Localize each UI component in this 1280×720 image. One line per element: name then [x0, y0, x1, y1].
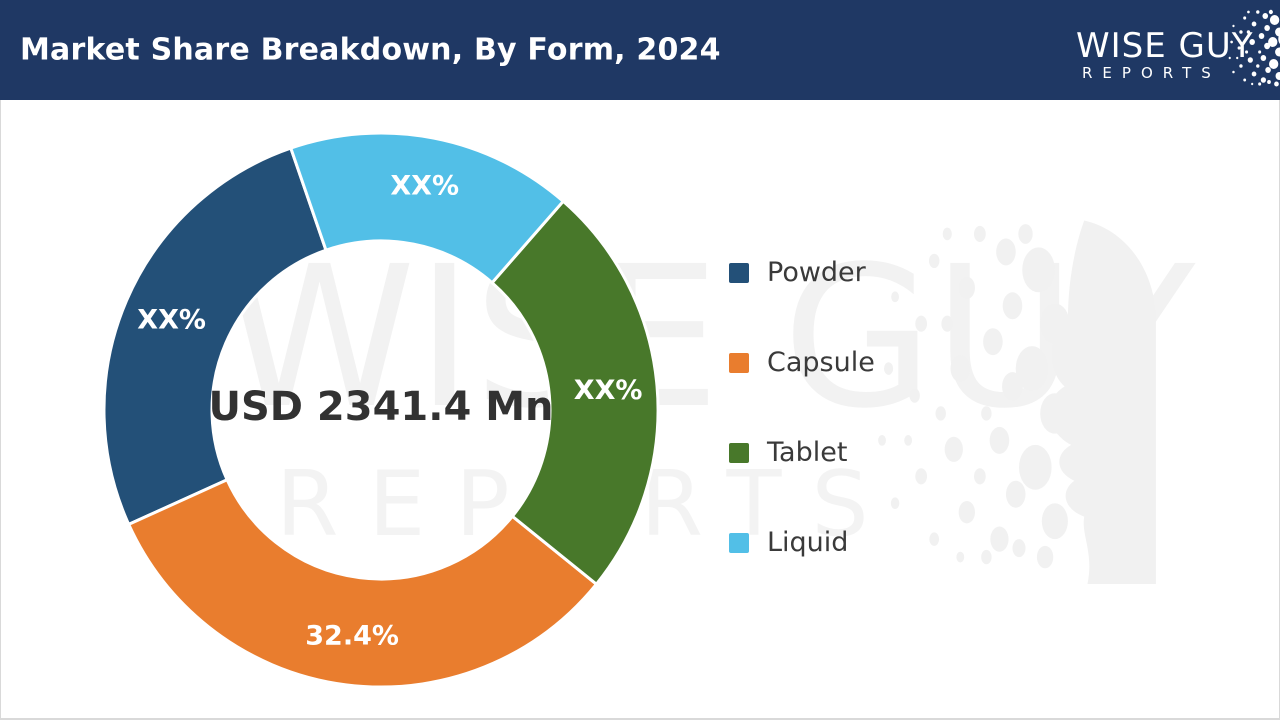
donut-segment-tablet[interactable]: [489, 199, 660, 587]
donut-chart: XX% 32.4% XX% XX%: [102, 131, 660, 689]
donut-segment-label-powder: XX%: [137, 304, 206, 335]
legend-label-liquid: Liquid: [767, 527, 849, 558]
legend-label-tablet: Tablet: [767, 437, 848, 468]
legend-item-capsule[interactable]: Capsule: [729, 346, 875, 380]
legend-marker-capsule: [729, 353, 749, 373]
legend-marker-tablet: [729, 443, 749, 463]
page-title: Market Share Breakdown, By Form, 2024: [20, 32, 721, 68]
chart-area: WISE GUY REPORTS XX%32.4%XX%XX% USD 2341…: [0, 100, 1280, 720]
legend-item-tablet[interactable]: Tablet: [729, 436, 875, 470]
brand-logo: WISE GUY REPORTS: [1030, 0, 1280, 100]
donut-center-value: USD 2341.4 Mn: [208, 384, 554, 430]
donut-segment-label-capsule: 32.4%: [305, 621, 399, 652]
donut-segment-liquid[interactable]: [288, 131, 566, 285]
donut-segment-label-tablet: XX%: [574, 375, 643, 406]
legend-marker-liquid: [729, 533, 749, 553]
donut-segment-powder[interactable]: [102, 146, 328, 527]
legend-marker-powder: [729, 263, 749, 283]
donut-segment-label-liquid: XX%: [390, 171, 459, 202]
legend: Powder Capsule Tablet Liquid: [729, 256, 875, 616]
brand-subtitle: REPORTS: [1082, 64, 1221, 82]
brand-name: WISE GUY: [1076, 26, 1254, 66]
legend-item-powder[interactable]: Powder: [729, 256, 875, 290]
donut-segment-capsule[interactable]: [126, 477, 599, 689]
legend-label-capsule: Capsule: [767, 347, 875, 378]
header-bar: Market Share Breakdown, By Form, 2024 WI…: [0, 0, 1280, 100]
wiseguy-face-icon: [1228, 9, 1280, 90]
legend-label-powder: Powder: [767, 257, 866, 288]
legend-item-liquid[interactable]: Liquid: [729, 526, 875, 560]
